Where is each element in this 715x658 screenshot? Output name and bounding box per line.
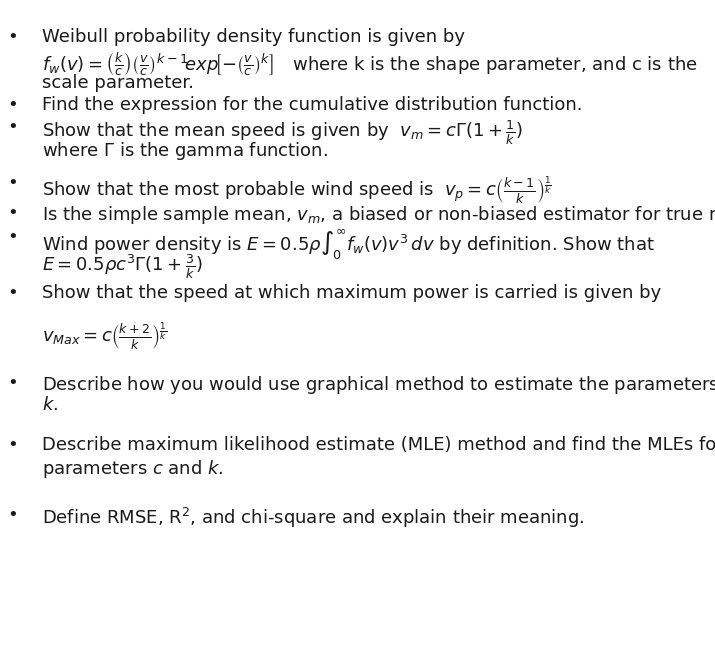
Text: $E = 0.5\rho c^3\Gamma(1+\frac{3}{k})$: $E = 0.5\rho c^3\Gamma(1+\frac{3}{k})$ — [42, 252, 203, 280]
Text: Weibull probability density function is given by: Weibull probability density function is … — [42, 28, 465, 46]
Text: •: • — [8, 96, 19, 114]
Text: Show that the speed at which maximum power is carried is given by: Show that the speed at which maximum pow… — [42, 284, 661, 302]
Text: •: • — [8, 228, 19, 246]
Text: Describe maximum likelihood estimate (MLE) method and find the MLEs for: Describe maximum likelihood estimate (ML… — [42, 436, 715, 454]
Text: where $\Gamma$ is the gamma function.: where $\Gamma$ is the gamma function. — [42, 140, 328, 162]
Text: •: • — [8, 174, 19, 192]
Text: •: • — [8, 284, 19, 302]
Text: •: • — [8, 204, 19, 222]
Text: Is the simple sample mean, $v_m$, a biased or non-biased estimator for true mean: Is the simple sample mean, $v_m$, a bias… — [42, 204, 715, 226]
Text: Define RMSE, R$^2$, and chi-square and explain their meaning.: Define RMSE, R$^2$, and chi-square and e… — [42, 506, 584, 530]
Text: •: • — [8, 506, 19, 524]
Text: Find the expression for the cumulative distribution function.: Find the expression for the cumulative d… — [42, 96, 583, 114]
Text: •: • — [8, 28, 19, 46]
Text: $f_w(v) = \left(\frac{k}{c}\right)\left(\frac{v}{c}\right)^{k-1}\! exp\!\left[-\: $f_w(v) = \left(\frac{k}{c}\right)\left(… — [42, 50, 698, 77]
Text: parameters $c$ and $k$.: parameters $c$ and $k$. — [42, 458, 224, 480]
Text: •: • — [8, 374, 19, 392]
Text: •: • — [8, 436, 19, 454]
Text: Show that the most probable wind speed is  $v_p = c\left(\frac{k-1}{k}\right)^{\: Show that the most probable wind speed i… — [42, 174, 552, 206]
Text: Describe how you would use graphical method to estimate the parameters $c$ and: Describe how you would use graphical met… — [42, 374, 715, 396]
Text: scale parameter.: scale parameter. — [42, 74, 194, 92]
Text: Show that the mean speed is given by  $v_m = c\Gamma(1+\frac{1}{k})$: Show that the mean speed is given by $v_… — [42, 118, 523, 147]
Text: Wind power density is $E = 0.5\rho \int_0^{\infty} f_w(v)v^3\,dv$ by definition.: Wind power density is $E = 0.5\rho \int_… — [42, 228, 655, 263]
Text: $k$.: $k$. — [42, 396, 58, 414]
Text: $v_{Max} = c\left(\frac{k+2}{k}\right)^{\frac{1}{k}}$: $v_{Max} = c\left(\frac{k+2}{k}\right)^{… — [42, 320, 167, 352]
Text: •: • — [8, 118, 19, 136]
